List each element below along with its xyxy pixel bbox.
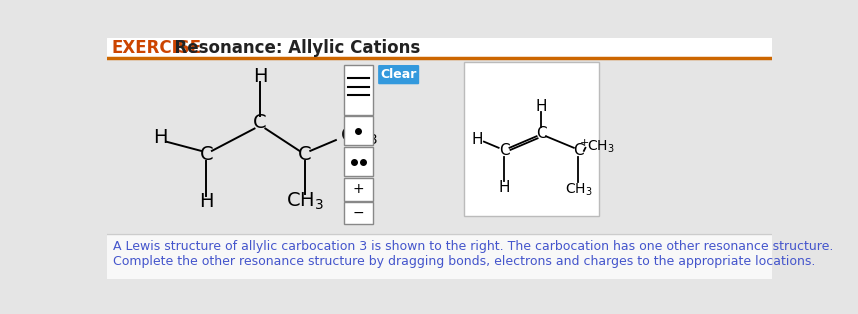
Text: Resonance: Allylic Cations: Resonance: Allylic Cations: [163, 39, 420, 57]
Text: C: C: [498, 143, 510, 158]
Text: H: H: [535, 99, 547, 114]
Text: C: C: [298, 145, 311, 164]
Bar: [107, 234, 772, 279]
Text: H: H: [199, 192, 214, 211]
Text: +: +: [353, 182, 364, 196]
Text: C: C: [253, 113, 267, 132]
Bar: [464, 62, 600, 216]
Text: H: H: [153, 128, 167, 147]
Text: −: −: [353, 206, 364, 220]
Text: Clear: Clear: [380, 68, 417, 81]
Bar: [107, 38, 772, 58]
Bar: [343, 65, 373, 115]
Text: +: +: [580, 138, 589, 148]
Text: H: H: [472, 132, 483, 147]
Text: CH$_3$: CH$_3$: [587, 139, 614, 155]
Text: A Lewis structure of allylic carbocation 3 is shown to the right. The carbocatio: A Lewis structure of allylic carbocation…: [113, 240, 834, 253]
Bar: [343, 147, 373, 176]
Bar: [343, 178, 373, 201]
Text: CH$_3$: CH$_3$: [286, 191, 323, 212]
Text: C: C: [200, 145, 214, 164]
Text: CH$_3$: CH$_3$: [340, 126, 378, 147]
Bar: [343, 116, 373, 145]
Text: H: H: [252, 67, 267, 86]
Text: CH$_3$: CH$_3$: [565, 181, 592, 198]
Text: C: C: [573, 143, 583, 158]
Text: Complete the other resonance structure by dragging bonds, electrons and charges : Complete the other resonance structure b…: [113, 255, 816, 268]
Text: C: C: [536, 126, 547, 141]
Text: EXERCISE: EXERCISE: [112, 39, 202, 57]
Bar: [343, 203, 373, 224]
Text: H: H: [498, 180, 510, 195]
Bar: [107, 58, 772, 237]
FancyBboxPatch shape: [378, 65, 420, 84]
